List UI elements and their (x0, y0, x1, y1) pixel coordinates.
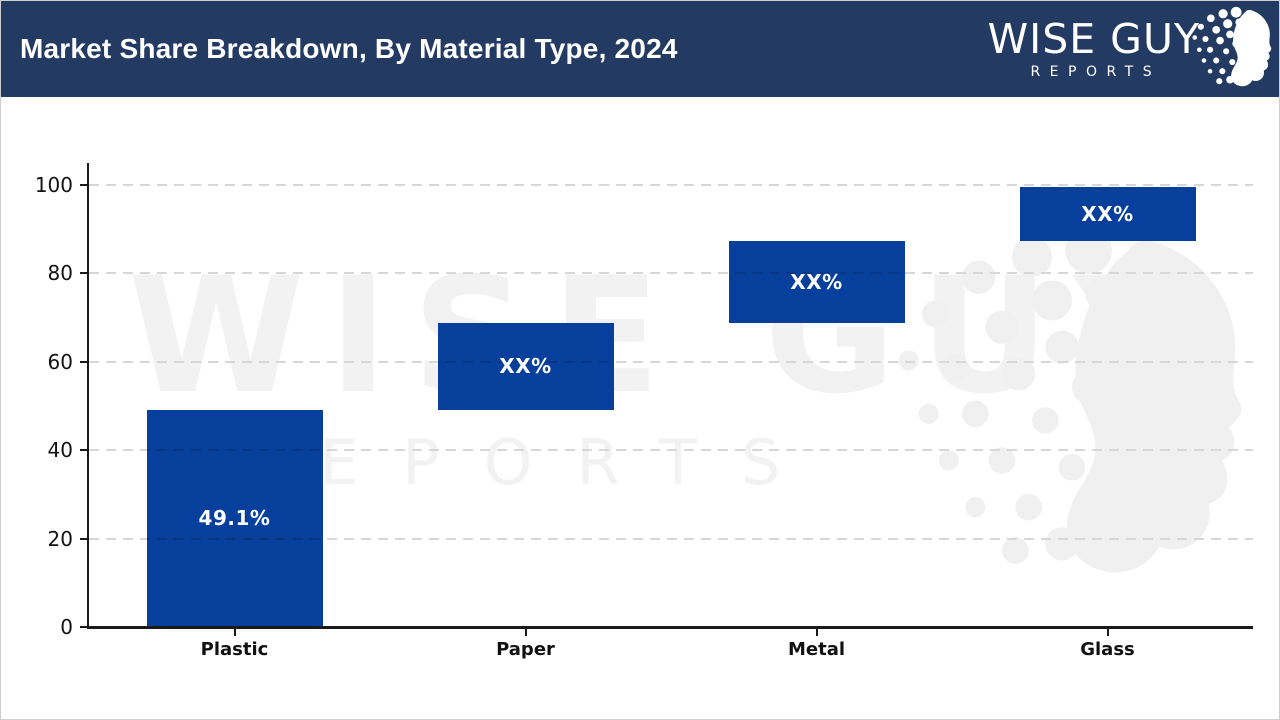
bar-glass (1019, 187, 1196, 242)
x-category-label: Metal (787, 639, 846, 660)
brand-name: WISE GUY (987, 14, 1200, 63)
y-tick-label: 40 (47, 438, 73, 463)
page-title: Market Share Breakdown, By Material Type… (20, 32, 678, 64)
y-tick-label: 20 (47, 526, 73, 551)
x-category-label: Plastic (200, 639, 269, 660)
y-tick-mark (80, 626, 87, 628)
brand-logo-words: WISE GUY REPORTS (987, 14, 1200, 80)
x-tick-mark (524, 629, 527, 636)
y-tick-mark (80, 360, 87, 363)
y-tick-mark (80, 184, 87, 186)
brand-subname: REPORTS (1030, 63, 1162, 80)
bar-value-label: XX% (790, 270, 843, 295)
gridline (89, 184, 1253, 186)
bar-plastic (146, 409, 323, 627)
x-category-label: Paper (496, 639, 555, 660)
brand-head-icon (1192, 6, 1272, 87)
x-category-label: Glass (1080, 639, 1135, 660)
bar-value-label: XX% (1081, 202, 1134, 227)
header-bar: Market Share Breakdown, By Material Type… (0, 0, 1280, 97)
x-axis-line (87, 626, 1253, 629)
x-tick-mark (815, 629, 818, 636)
bar-paper (437, 322, 614, 410)
y-tick-mark (80, 537, 87, 540)
y-tick-label: 60 (47, 349, 73, 374)
watermark-text-secondary: REPORTS (232, 426, 825, 499)
y-tick-label: 100 (34, 173, 73, 197)
gridline (89, 272, 1253, 275)
brand-logo: WISE GUY REPORTS (988, 5, 1276, 93)
bar-value-label: XX% (499, 354, 552, 379)
y-tick-mark (80, 449, 87, 452)
x-tick-mark (1106, 629, 1109, 636)
gridline (89, 449, 1253, 452)
y-tick-label: 0 (60, 615, 73, 639)
y-tick-label: 80 (47, 261, 73, 286)
gridline (89, 360, 1253, 363)
bar-metal (728, 241, 905, 323)
y-tick-mark (80, 272, 87, 275)
x-tick-mark (233, 629, 236, 636)
gridline (89, 537, 1253, 540)
bar-value-label: 49.1% (198, 506, 271, 531)
y-axis-line (87, 163, 89, 629)
